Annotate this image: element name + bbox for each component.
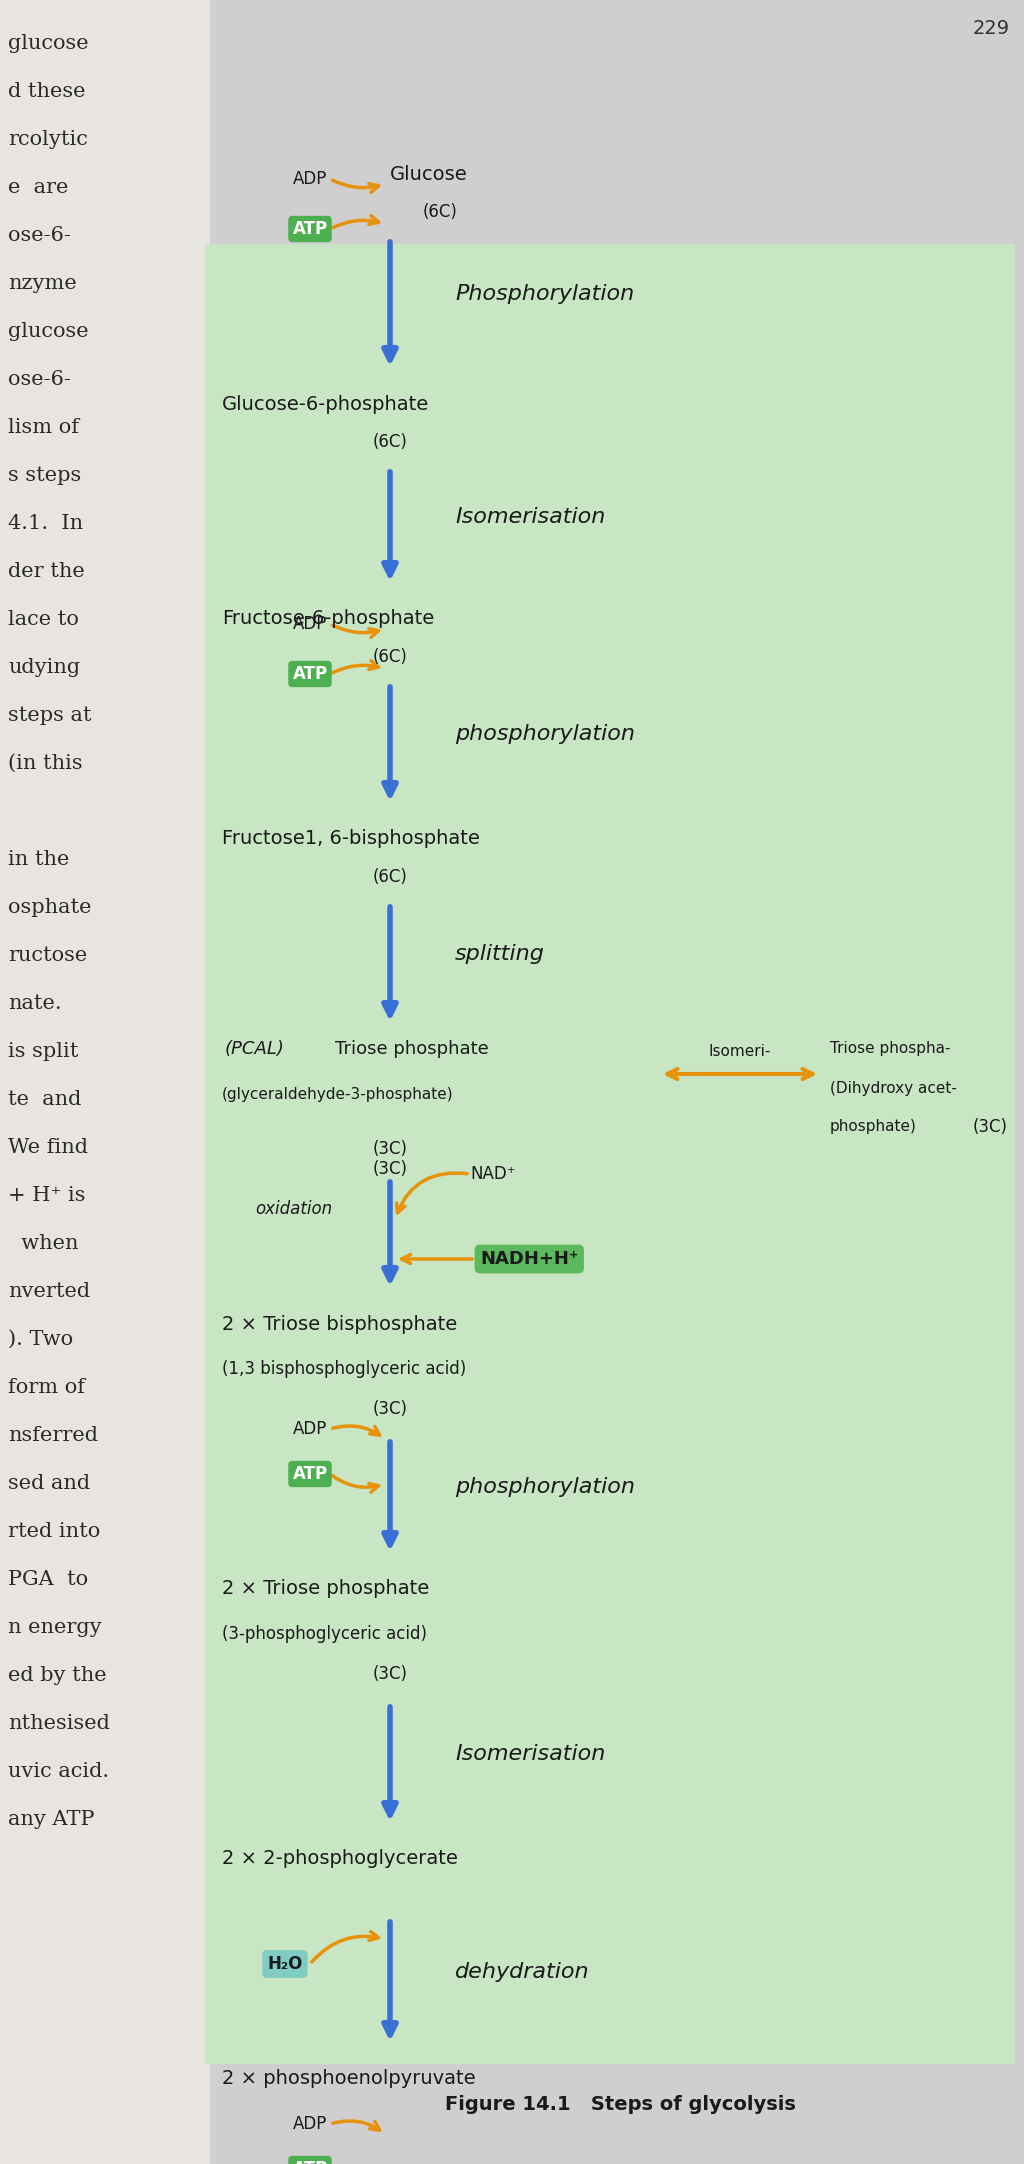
Text: (6C): (6C) xyxy=(423,203,458,221)
Text: 2 × phosphoenolpyruvate: 2 × phosphoenolpyruvate xyxy=(222,2069,475,2088)
Text: dehydration: dehydration xyxy=(455,1963,590,1982)
Text: rted into: rted into xyxy=(8,1521,100,1541)
Text: (6C): (6C) xyxy=(373,647,408,667)
Text: ADP: ADP xyxy=(293,615,328,634)
Text: is split: is split xyxy=(8,1043,79,1060)
Text: + H⁺ is: + H⁺ is xyxy=(8,1186,85,1205)
Text: Glucose-6-phosphate: Glucose-6-phosphate xyxy=(222,394,429,413)
Text: ATP: ATP xyxy=(293,1465,328,1482)
Text: (3C): (3C) xyxy=(373,1140,408,1158)
Text: phosphate): phosphate) xyxy=(830,1119,916,1134)
Text: Glucose: Glucose xyxy=(390,164,468,184)
Text: e  are: e are xyxy=(8,177,69,197)
Text: te  and: te and xyxy=(8,1091,81,1108)
Text: Figure 14.1   Steps of glycolysis: Figure 14.1 Steps of glycolysis xyxy=(444,2095,796,2114)
Text: ructose: ructose xyxy=(8,946,87,965)
Text: Isomeri-: Isomeri- xyxy=(709,1045,771,1060)
Text: (in this: (in this xyxy=(8,753,83,773)
Text: (3C): (3C) xyxy=(973,1119,1008,1136)
Text: nate.: nate. xyxy=(8,993,61,1013)
Text: 2 × Triose bisphosphate: 2 × Triose bisphosphate xyxy=(222,1314,458,1333)
Text: ATP: ATP xyxy=(293,2160,328,2164)
Text: ose-6-: ose-6- xyxy=(8,225,71,245)
Text: 229: 229 xyxy=(973,19,1010,39)
Text: PGA  to: PGA to xyxy=(8,1571,88,1588)
Text: ATP: ATP xyxy=(293,664,328,684)
Text: osphate: osphate xyxy=(8,898,91,918)
Text: (Dihydroxy acet-: (Dihydroxy acet- xyxy=(830,1082,956,1097)
Text: NADH+H⁺: NADH+H⁺ xyxy=(480,1251,579,1268)
Text: (3C): (3C) xyxy=(373,1664,408,1684)
Text: uvic acid.: uvic acid. xyxy=(8,1761,110,1781)
Text: Fructose1, 6-bisphosphate: Fructose1, 6-bisphosphate xyxy=(222,829,480,848)
Text: nverted: nverted xyxy=(8,1281,90,1301)
Text: ADP: ADP xyxy=(293,171,328,188)
Text: ose-6-: ose-6- xyxy=(8,370,71,390)
Text: phosphorylation: phosphorylation xyxy=(455,1478,635,1497)
Text: der the: der the xyxy=(8,563,85,580)
Bar xyxy=(0,0,210,2164)
Text: NAD⁺: NAD⁺ xyxy=(470,1164,516,1184)
Bar xyxy=(205,245,1015,2064)
Text: nzyme: nzyme xyxy=(8,275,77,292)
Text: ed by the: ed by the xyxy=(8,1666,106,1686)
Text: nthesised: nthesised xyxy=(8,1714,110,1733)
Text: steps at: steps at xyxy=(8,705,91,725)
Text: lace to: lace to xyxy=(8,610,79,630)
Text: oxidation: oxidation xyxy=(255,1201,332,1218)
Text: ADP: ADP xyxy=(293,1420,328,1439)
Text: (6C): (6C) xyxy=(373,433,408,450)
Text: sed and: sed and xyxy=(8,1474,90,1493)
Text: d these: d these xyxy=(8,82,85,102)
Text: 4.1.  In: 4.1. In xyxy=(8,515,83,532)
Text: Isomerisation: Isomerisation xyxy=(455,506,605,528)
Text: (1,3 bisphosphoglyceric acid): (1,3 bisphosphoglyceric acid) xyxy=(222,1359,466,1378)
Text: (3C): (3C) xyxy=(373,1160,408,1177)
Text: Phosphorylation: Phosphorylation xyxy=(455,283,634,303)
Text: Isomerisation: Isomerisation xyxy=(455,1744,605,1764)
Text: Triose phosphate: Triose phosphate xyxy=(335,1041,488,1058)
Text: 2 × 2-phosphoglycerate: 2 × 2-phosphoglycerate xyxy=(222,1850,458,1868)
Text: (3C): (3C) xyxy=(373,1400,408,1417)
Text: H₂O: H₂O xyxy=(267,1954,303,1974)
Text: ADP: ADP xyxy=(293,2114,328,2134)
Text: glucose: glucose xyxy=(8,322,89,342)
Text: (3-phosphoglyceric acid): (3-phosphoglyceric acid) xyxy=(222,1625,427,1642)
Text: phosphorylation: phosphorylation xyxy=(455,725,635,744)
Text: s steps: s steps xyxy=(8,465,81,485)
Text: n energy: n energy xyxy=(8,1619,101,1636)
Text: ATP: ATP xyxy=(293,221,328,238)
Text: nsferred: nsferred xyxy=(8,1426,98,1446)
Text: (PCAL): (PCAL) xyxy=(225,1041,285,1058)
Text: in the: in the xyxy=(8,850,70,870)
Text: rcolytic: rcolytic xyxy=(8,130,88,149)
Text: udying: udying xyxy=(8,658,80,677)
Text: (6C): (6C) xyxy=(373,868,408,885)
Text: We find: We find xyxy=(8,1138,88,1158)
Text: splitting: splitting xyxy=(455,944,545,963)
Text: (glyceraldehyde-3-phosphate): (glyceraldehyde-3-phosphate) xyxy=(222,1086,454,1101)
Text: 2 × Triose phosphate: 2 × Triose phosphate xyxy=(222,1580,429,1599)
Text: when: when xyxy=(8,1233,79,1253)
Text: any ATP: any ATP xyxy=(8,1809,94,1829)
Text: lism of: lism of xyxy=(8,418,79,437)
Text: Triose phospha-: Triose phospha- xyxy=(830,1041,950,1056)
Text: Fructose-6-phosphate: Fructose-6-phosphate xyxy=(222,610,434,628)
Text: form of: form of xyxy=(8,1378,85,1398)
Text: glucose: glucose xyxy=(8,35,89,52)
Text: ). Two: ). Two xyxy=(8,1331,73,1348)
